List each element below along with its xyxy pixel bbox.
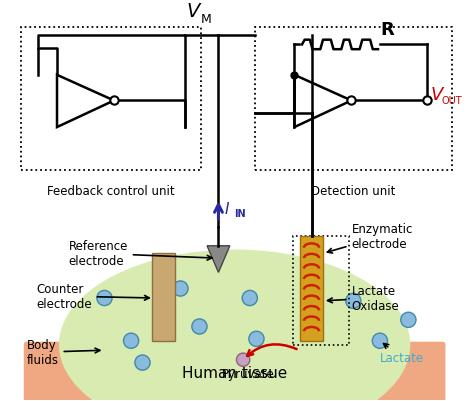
FancyBboxPatch shape <box>300 237 323 341</box>
Circle shape <box>192 319 207 334</box>
Text: Pyruvate: Pyruvate <box>221 368 274 381</box>
Circle shape <box>97 291 112 306</box>
Text: Detection unit: Detection unit <box>311 184 395 198</box>
Text: $\mathit{V}$: $\mathit{V}$ <box>430 85 446 103</box>
Text: Body
fluids: Body fluids <box>27 338 100 366</box>
FancyBboxPatch shape <box>24 342 446 401</box>
Polygon shape <box>207 246 230 273</box>
Text: $\mathit{V}$: $\mathit{V}$ <box>186 2 203 21</box>
FancyBboxPatch shape <box>152 254 175 341</box>
Circle shape <box>401 312 416 328</box>
Text: M: M <box>201 13 211 26</box>
Circle shape <box>124 333 139 348</box>
Text: Counter
electrode: Counter electrode <box>36 282 149 310</box>
Circle shape <box>237 353 250 367</box>
Text: Reference
electrode: Reference electrode <box>68 240 212 268</box>
Text: Enzymatic
electrode: Enzymatic electrode <box>328 223 413 253</box>
Circle shape <box>346 294 361 309</box>
Text: $\mathit{I}$: $\mathit{I}$ <box>224 200 230 216</box>
Text: Feedback control unit: Feedback control unit <box>47 184 175 198</box>
Text: Human tissue: Human tissue <box>182 365 287 380</box>
Text: OUT: OUT <box>442 95 462 105</box>
Text: Lactate
Oxidase: Lactate Oxidase <box>328 284 399 312</box>
Text: R: R <box>380 21 393 39</box>
Circle shape <box>372 333 387 348</box>
Text: Lactate: Lactate <box>380 344 424 365</box>
Circle shape <box>135 355 150 370</box>
Circle shape <box>242 291 257 306</box>
Circle shape <box>249 331 264 346</box>
Circle shape <box>173 281 188 296</box>
Text: IN: IN <box>234 209 245 219</box>
Ellipse shape <box>59 250 410 401</box>
